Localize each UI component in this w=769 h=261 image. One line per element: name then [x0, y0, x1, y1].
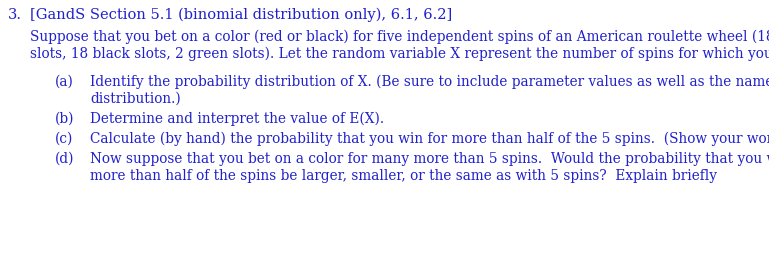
Text: Suppose that you bet on a color (red or black) for five independent spins of an : Suppose that you bet on a color (red or …: [30, 30, 769, 44]
Text: distribution.): distribution.): [90, 92, 181, 106]
Text: (c): (c): [55, 132, 73, 146]
Text: more than half of the spins be larger, smaller, or the same as with 5 spins?  Ex: more than half of the spins be larger, s…: [90, 169, 717, 183]
Text: Calculate (by hand) the probability that you win for more than half of the 5 spi: Calculate (by hand) the probability that…: [90, 132, 769, 146]
Text: (a): (a): [55, 75, 74, 89]
Text: (d): (d): [55, 152, 75, 166]
Text: Now suppose that you bet on a color for many more than 5 spins.  Would the proba: Now suppose that you bet on a color for …: [90, 152, 769, 166]
Text: Identify the probability distribution of X. (Be sure to include parameter values: Identify the probability distribution of…: [90, 75, 769, 89]
Text: 3.: 3.: [8, 8, 22, 22]
Text: Determine and interpret the value of E(X).: Determine and interpret the value of E(X…: [90, 112, 384, 126]
Text: slots, 18 black slots, 2 green slots). Let the random variable X represent the n: slots, 18 black slots, 2 green slots). L…: [30, 47, 769, 61]
Text: (b): (b): [55, 112, 75, 126]
Text: [GandS Section 5.1 (binomial distribution only), 6.1, 6.2]: [GandS Section 5.1 (binomial distributio…: [30, 8, 452, 22]
